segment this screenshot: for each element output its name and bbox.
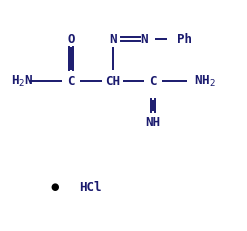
Text: NH: NH xyxy=(145,116,160,129)
Text: O: O xyxy=(67,33,75,46)
Text: C: C xyxy=(67,75,75,88)
Text: CH: CH xyxy=(105,75,120,88)
Text: H$_2$N: H$_2$N xyxy=(11,74,34,89)
Text: Ph: Ph xyxy=(177,33,192,46)
Text: ●: ● xyxy=(51,182,59,192)
Text: N: N xyxy=(141,33,148,46)
Text: HCl: HCl xyxy=(80,181,102,194)
Text: N: N xyxy=(109,33,116,46)
Text: NH$_2$: NH$_2$ xyxy=(194,74,216,89)
Text: C: C xyxy=(149,75,157,88)
